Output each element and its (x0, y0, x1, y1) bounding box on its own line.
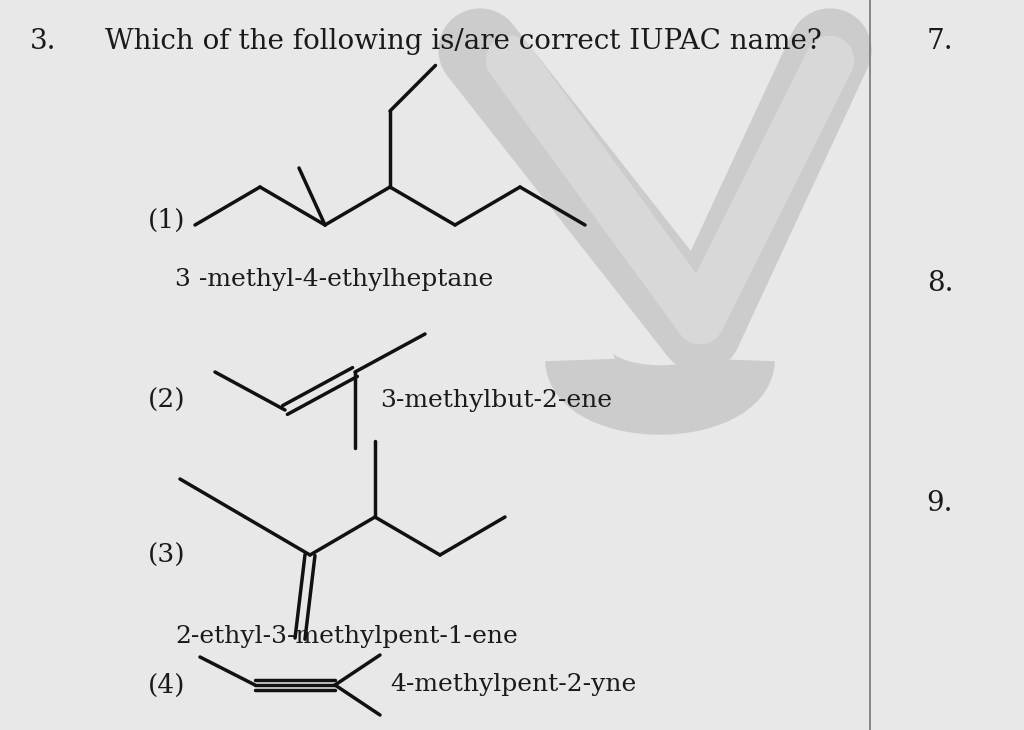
Bar (490, 50, 830, 340)
Text: 3 -methyl-4-ethylheptane: 3 -methyl-4-ethylheptane (175, 268, 494, 291)
Text: (2): (2) (148, 388, 185, 412)
Text: 9.: 9. (927, 490, 953, 517)
Text: 8.: 8. (927, 270, 953, 297)
Text: 4-methylpent-2-yne: 4-methylpent-2-yne (390, 674, 636, 696)
Text: (3): (3) (148, 542, 185, 567)
Text: 7.: 7. (927, 28, 953, 55)
Text: 3.: 3. (30, 28, 56, 55)
Text: 2-ethyl-3-methylpent-1-ene: 2-ethyl-3-methylpent-1-ene (175, 625, 518, 648)
Text: 3-methylbut-2-ene: 3-methylbut-2-ene (380, 388, 612, 412)
Text: Which of the following is/are correct IUPAC name?: Which of the following is/are correct IU… (105, 28, 821, 55)
Text: (1): (1) (148, 207, 185, 232)
Text: (4): (4) (148, 672, 185, 697)
